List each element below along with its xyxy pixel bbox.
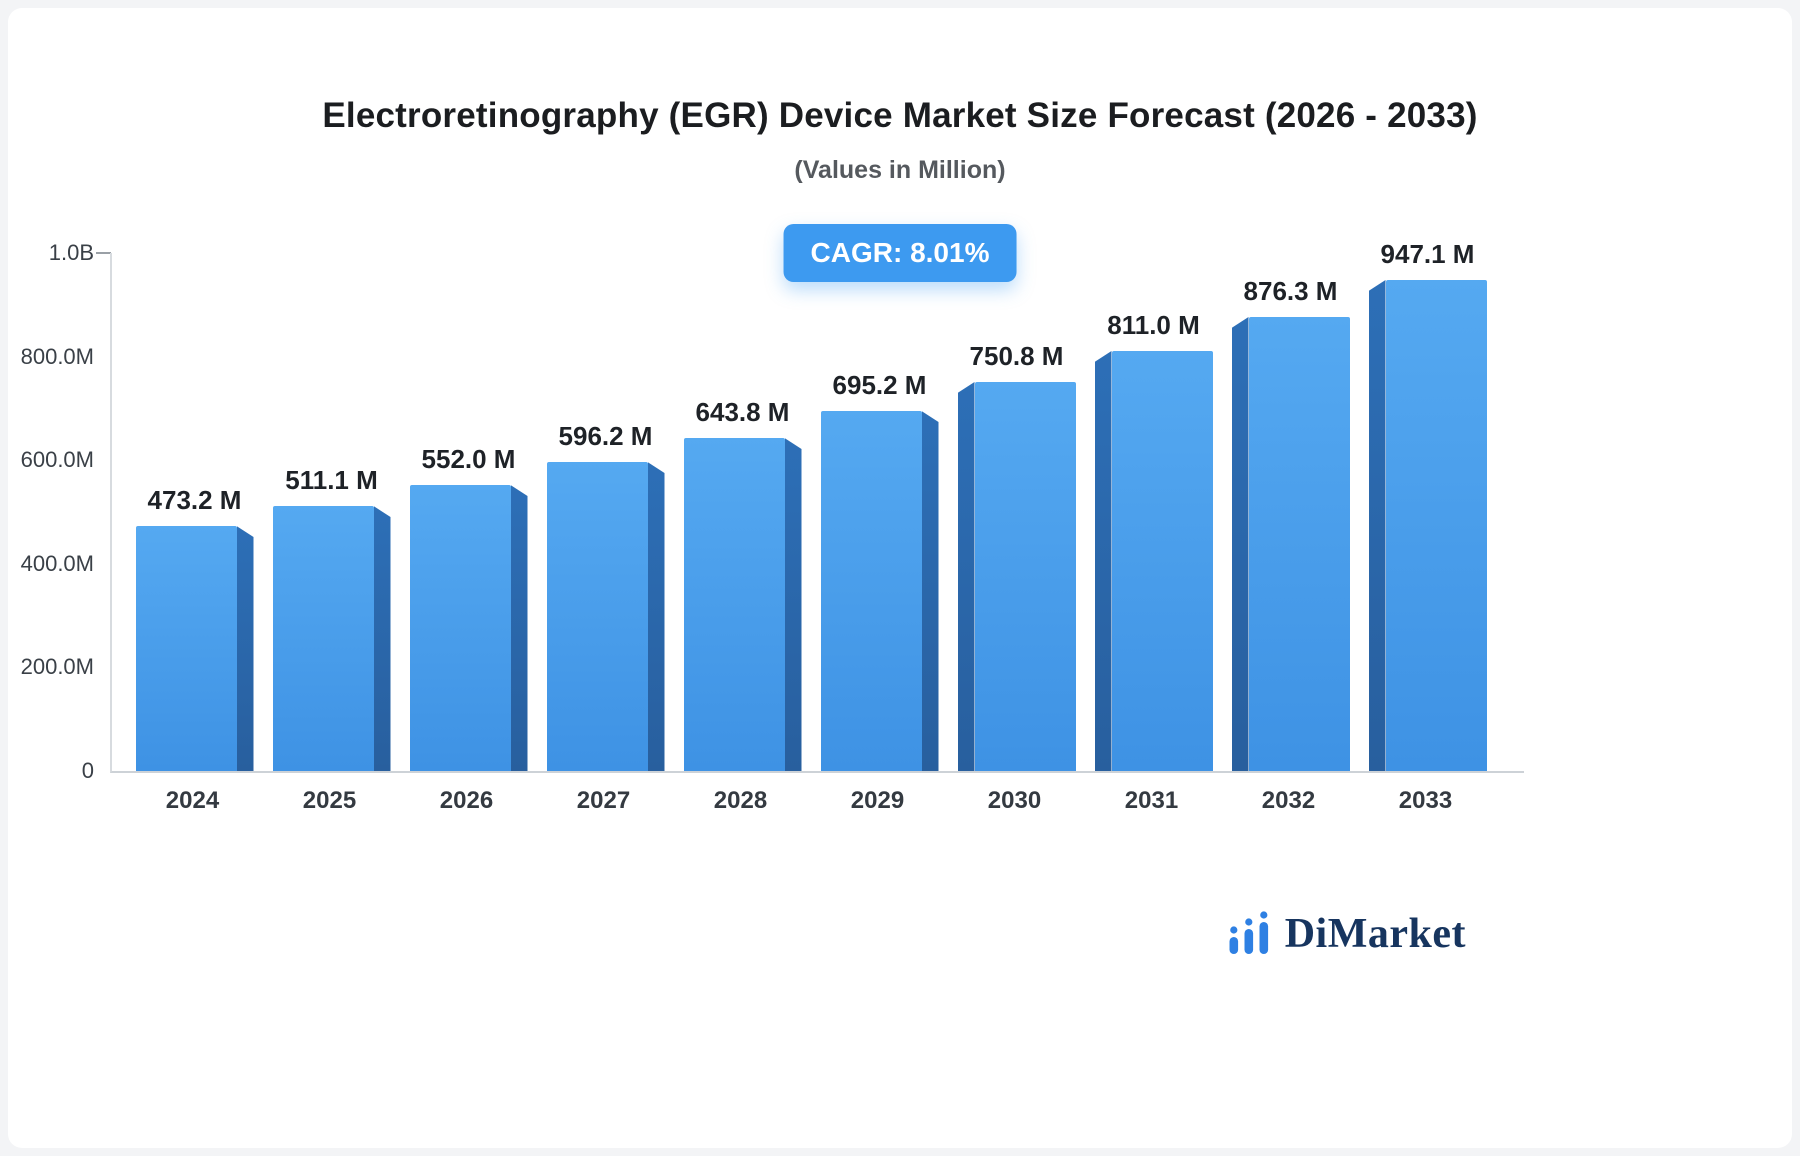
x-tick-label: 2028 bbox=[713, 787, 768, 814]
bar-2029[interactable]: 695.2 M bbox=[820, 370, 939, 771]
chart-title: Electroretinography (EGR) Device Market … bbox=[322, 96, 1478, 135]
bar-2031[interactable]: 811.0 M bbox=[1094, 310, 1213, 771]
bar-value-label: 511.1 M bbox=[285, 465, 378, 495]
bar-slot: 511.1 M bbox=[263, 253, 400, 771]
x-tick-label: 2031 bbox=[1124, 787, 1179, 814]
chart-subtitle: (Values in Million) bbox=[794, 156, 1006, 184]
x-tick-label: 2026 bbox=[439, 787, 494, 814]
bar-front-face bbox=[683, 438, 785, 771]
x-axis: 2024 2025 2026 2027 2028 2029 2030 2031 2032 2033 bbox=[124, 787, 1494, 815]
logo: DiMarket bbox=[1227, 910, 1466, 958]
y-tick-label: 1.0B bbox=[48, 240, 94, 265]
bar-slot: 643.8 M bbox=[674, 253, 811, 771]
bar-front-face bbox=[1111, 351, 1213, 771]
bar-value-label: 596.2 M bbox=[558, 421, 653, 451]
bar-2026[interactable]: 552.0 M bbox=[409, 444, 528, 771]
bar-front-face bbox=[1248, 317, 1350, 771]
bar-value-label: 643.8 M bbox=[695, 397, 790, 427]
chart: 0 200.0M 400.0M 600.0M 800.0M 1.0B 473.2 M 511… bbox=[16, 239, 1576, 873]
bar-side-face bbox=[373, 506, 391, 771]
bar-2028[interactable]: 643.8 M bbox=[683, 397, 802, 771]
bar-2025[interactable]: 511.1 M bbox=[272, 465, 391, 771]
bar-side-face bbox=[784, 438, 802, 771]
bar-value-label: 750.8 M bbox=[969, 341, 1064, 371]
bar-value-label: 552.0 M bbox=[421, 444, 516, 474]
x-tick-label: 2027 bbox=[576, 787, 631, 814]
bar-side-face bbox=[647, 462, 665, 771]
bar-front-face bbox=[272, 506, 374, 771]
chart-card: Electroretinography (EGR) Device Market … bbox=[8, 8, 1792, 1148]
bar-2032[interactable]: 876.3 M bbox=[1231, 276, 1350, 771]
bar-slot: 811.0 M bbox=[1085, 253, 1222, 771]
bar-slot: 695.2 M bbox=[811, 253, 948, 771]
x-tick-label: 2033 bbox=[1398, 787, 1453, 814]
bar-value-label: 811.0 M bbox=[1107, 310, 1200, 340]
bar-value-label: 947.1 M bbox=[1380, 239, 1475, 269]
bar-slot: 947.1 M bbox=[1359, 239, 1496, 771]
bar-side-face bbox=[1368, 280, 1386, 771]
x-tick-label: 2032 bbox=[1261, 787, 1316, 814]
bars-row: 473.2 M 511.1 M 552.0 M 596.2 M 643.8 M 695.2… bbox=[126, 239, 1496, 771]
bar-front-face bbox=[820, 411, 922, 771]
bar-chart-icon bbox=[1229, 911, 1268, 954]
bar-slot: 596.2 M bbox=[537, 253, 674, 771]
bar-front-face bbox=[1385, 280, 1487, 771]
plot-area: 473.2 M 511.1 M 552.0 M 596.2 M 643.8 M 695.2… bbox=[110, 239, 1524, 773]
bar-side-face bbox=[921, 411, 939, 771]
bar-2030[interactable]: 750.8 M bbox=[957, 341, 1076, 771]
bar-value-label: 876.3 M bbox=[1243, 276, 1338, 306]
bar-front-face bbox=[409, 485, 511, 771]
bar-side-face bbox=[1094, 351, 1112, 771]
bar-slot: 473.2 M bbox=[126, 253, 263, 771]
bar-slot: 750.8 M bbox=[948, 253, 1085, 771]
x-tick-label: 2030 bbox=[987, 787, 1042, 814]
y-axis: 0 200.0M 400.0M 600.0M 800.0M 1.0B bbox=[16, 240, 110, 783]
bar-value-label: 473.2 M bbox=[147, 485, 242, 515]
y-tick-label: 200.0M bbox=[20, 654, 94, 680]
y-axis-tick bbox=[96, 252, 111, 254]
y-tick-label: 400.0M bbox=[20, 550, 94, 576]
bar-2027[interactable]: 596.2 M bbox=[546, 421, 665, 771]
bar-side-face bbox=[510, 485, 528, 771]
bar-slot: 876.3 M bbox=[1222, 253, 1359, 771]
bar-front-face bbox=[135, 526, 237, 771]
y-tick-label: 0 bbox=[81, 758, 94, 783]
x-tick-label: 2029 bbox=[850, 787, 905, 814]
bar-value-label: 695.2 M bbox=[832, 370, 927, 400]
bar-side-face bbox=[957, 382, 975, 771]
x-tick-label: 2025 bbox=[302, 787, 357, 814]
bar-side-face bbox=[236, 526, 254, 771]
cagr-badge: CAGR: 8.01% bbox=[783, 224, 1017, 282]
logo-text: DiMarket bbox=[1284, 911, 1466, 957]
y-tick-label: 800.0M bbox=[20, 343, 94, 369]
bar-2024[interactable]: 473.2 M bbox=[135, 485, 254, 771]
bar-front-face bbox=[546, 462, 648, 771]
bar-2033[interactable]: 947.1 M bbox=[1368, 239, 1487, 771]
x-tick-label: 2024 bbox=[165, 787, 220, 814]
y-tick-label: 600.0M bbox=[20, 447, 94, 473]
bar-front-face bbox=[974, 382, 1076, 771]
bar-side-face bbox=[1231, 317, 1249, 771]
bar-slot: 552.0 M bbox=[400, 253, 537, 771]
